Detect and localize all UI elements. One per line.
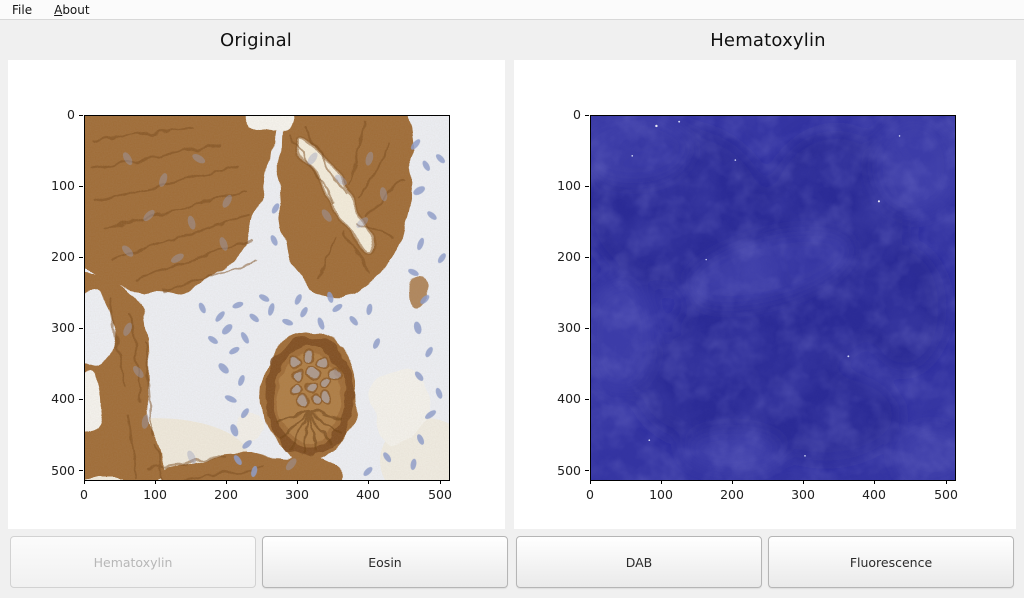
tick-mark xyxy=(79,328,83,329)
tick-mark xyxy=(79,115,83,116)
tick-mark xyxy=(226,480,227,484)
tick-mark xyxy=(585,328,589,329)
tick-mark xyxy=(590,480,591,484)
x-tick-label: 400 xyxy=(862,487,886,502)
y-tick-label: 200 xyxy=(51,249,75,264)
y-tick-label: 100 xyxy=(51,178,75,193)
hematoxylin-figure: 0 100 200 300 400 500 0 100 200 300 400 … xyxy=(557,107,958,502)
tick-mark xyxy=(297,480,298,484)
y-tick-label: 500 xyxy=(557,463,581,478)
y-tick-label: 500 xyxy=(51,463,75,478)
y-tick-label: 300 xyxy=(51,320,75,335)
tick-mark xyxy=(585,115,589,116)
tick-mark xyxy=(585,399,589,400)
hematoxylin-plot-image xyxy=(590,115,956,481)
original-plot-image xyxy=(84,115,450,481)
x-tick-label: 100 xyxy=(649,487,673,502)
tick-mark xyxy=(661,480,662,484)
y-tick-label: 400 xyxy=(51,391,75,406)
original-title: Original xyxy=(219,29,293,51)
fluorescence-button[interactable]: Fluorescence xyxy=(768,536,1014,588)
hematoxylin-button[interactable]: Hematoxylin xyxy=(10,536,256,588)
eosin-button[interactable]: Eosin xyxy=(262,536,508,588)
x-tick-label: 300 xyxy=(285,487,309,502)
tick-mark xyxy=(155,480,156,484)
tick-mark xyxy=(946,480,947,484)
menu-about-rest: bout xyxy=(62,2,90,17)
x-tick-label: 0 xyxy=(80,487,88,502)
y-tick-label: 300 xyxy=(557,320,581,335)
original-figure: 0 100 200 300 400 500 0 100 200 300 400 … xyxy=(51,107,452,502)
x-tick-label: 400 xyxy=(356,487,380,502)
x-tick-label: 500 xyxy=(428,487,452,502)
tick-mark xyxy=(84,480,85,484)
tick-mark xyxy=(732,480,733,484)
menu-about-accel: A xyxy=(54,2,63,17)
y-tick-label: 400 xyxy=(557,391,581,406)
x-tick-label: 300 xyxy=(791,487,815,502)
x-tick-label: 200 xyxy=(720,487,744,502)
hematoxylin-panel: 0 100 200 300 400 500 0 100 200 300 400 … xyxy=(514,60,1016,529)
tick-mark xyxy=(368,480,369,484)
original-panel: 0 100 200 300 400 500 0 100 200 300 400 … xyxy=(8,60,505,529)
tick-mark xyxy=(803,480,804,484)
tick-mark xyxy=(440,480,441,484)
tick-mark xyxy=(79,399,83,400)
tick-mark xyxy=(585,186,589,187)
hematoxylin-title: Hematoxylin xyxy=(710,29,826,51)
tick-mark xyxy=(874,480,875,484)
tick-mark xyxy=(79,257,83,258)
x-tick-label: 500 xyxy=(934,487,958,502)
tick-mark xyxy=(585,257,589,258)
menu-file[interactable]: File xyxy=(12,2,33,17)
tick-mark xyxy=(79,186,83,187)
x-tick-label: 100 xyxy=(143,487,167,502)
original-tissue-svg xyxy=(85,116,449,480)
y-tick-label: 200 xyxy=(557,249,581,264)
x-tick-label: 200 xyxy=(214,487,238,502)
dab-button[interactable]: DAB xyxy=(516,536,762,588)
tick-mark xyxy=(79,470,83,471)
y-tick-label: 0 xyxy=(67,107,75,122)
tick-mark xyxy=(585,470,589,471)
y-tick-label: 0 xyxy=(573,107,581,122)
menubar: File About xyxy=(0,0,1024,20)
x-tick-label: 0 xyxy=(586,487,594,502)
y-tick-label: 100 xyxy=(557,178,581,193)
titles-row: Original Hematoxylin xyxy=(0,21,1024,59)
menu-about[interactable]: About xyxy=(50,2,94,18)
hematoxylin-channel-svg xyxy=(591,116,955,480)
